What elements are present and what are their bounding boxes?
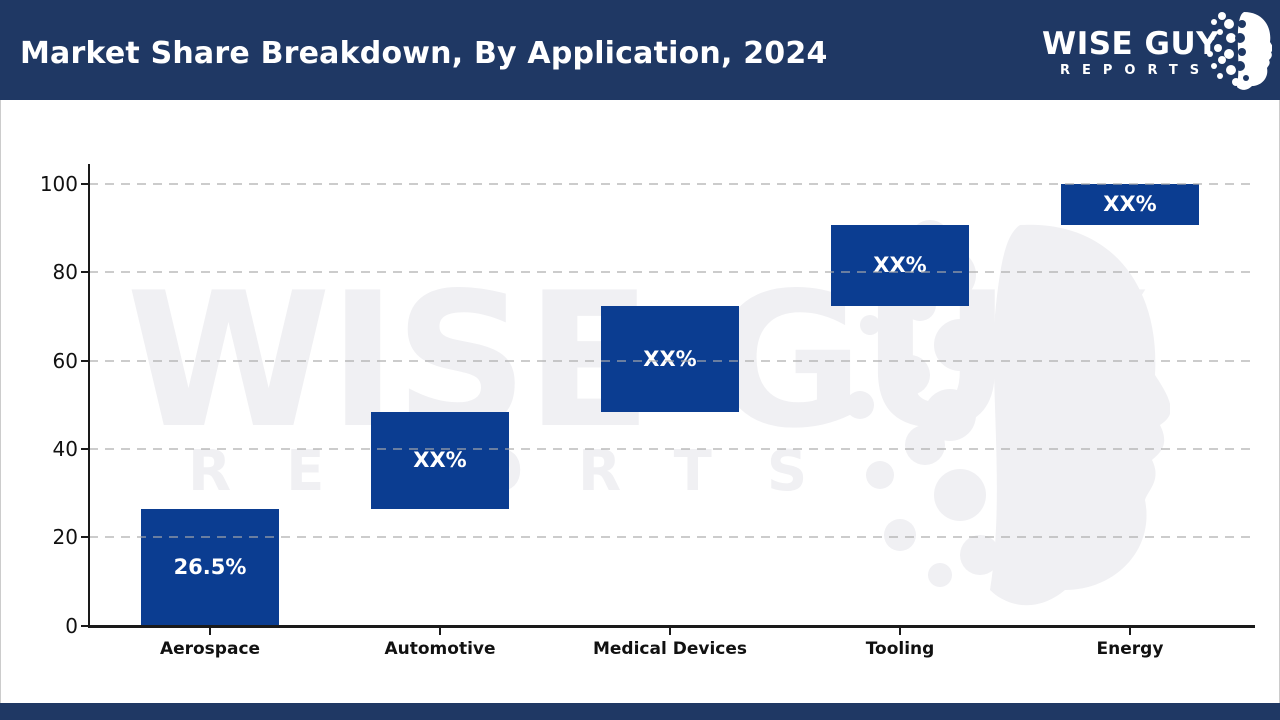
bar-label-energy: XX% [1103, 192, 1157, 217]
y-tick-label-80: 80 [52, 260, 78, 285]
category-label-tooling: Tooling [865, 639, 935, 659]
y-tick-100 [81, 182, 89, 185]
category-label-automotive: Automotive [384, 639, 496, 659]
bar-label-tooling: XX% [873, 253, 927, 278]
footer-bar [0, 703, 1280, 720]
y-tick-40 [81, 447, 89, 450]
brand-logo: WISE GUY REPORTS [1010, 0, 1272, 100]
y-tick-0 [81, 624, 89, 627]
brand-logo-subtext: REPORTS [1060, 63, 1212, 78]
gridline-100 [89, 182, 1253, 185]
y-tick-label-20: 20 [52, 525, 78, 550]
dotted-head-icon [1207, 12, 1272, 90]
category-label-energy: Energy [1096, 639, 1164, 659]
bar-label-automotive: XX% [413, 448, 467, 473]
watermark-subtext: REPORTS [188, 439, 863, 504]
x-tick-energy [1129, 626, 1131, 635]
bar-energy: XX% [1061, 183, 1199, 225]
bar-medical-devices: XX% [601, 305, 739, 412]
y-tick-20 [81, 536, 89, 539]
bar-automotive: XX% [371, 411, 509, 509]
category-label-aerospace: Aerospace [159, 639, 261, 659]
category-label-medical-devices: Medical Devices [592, 639, 747, 659]
x-tick-medical-devices [669, 626, 671, 635]
bar-tooling: XX% [831, 224, 969, 306]
brand-logo-text: WISE GUY [1042, 26, 1220, 62]
gridline-60 [89, 359, 1253, 362]
y-tick-label-60: 60 [52, 348, 78, 373]
x-axis-line [88, 625, 1255, 628]
y-tick-label-0: 0 [65, 613, 78, 638]
chart-title: Market Share Breakdown, By Application, … [20, 36, 828, 71]
gridline-40 [89, 447, 1253, 450]
gridline-20 [89, 536, 1253, 539]
y-tick-60 [81, 359, 89, 362]
y-axis-line [88, 164, 90, 628]
x-tick-automotive [439, 626, 441, 635]
x-tick-aerospace [209, 626, 211, 635]
bar-aerospace: 26.5% [141, 508, 279, 626]
x-tick-tooling [899, 626, 901, 635]
y-tick-label-100: 100 [39, 171, 78, 196]
bar-label-aerospace: 26.5% [173, 555, 247, 580]
y-tick-label-40: 40 [52, 436, 78, 461]
y-tick-80 [81, 271, 89, 274]
header-bar: Market Share Breakdown, By Application, … [0, 0, 1280, 100]
gridline-80 [89, 271, 1253, 274]
bar-label-medical-devices: XX% [643, 346, 697, 371]
